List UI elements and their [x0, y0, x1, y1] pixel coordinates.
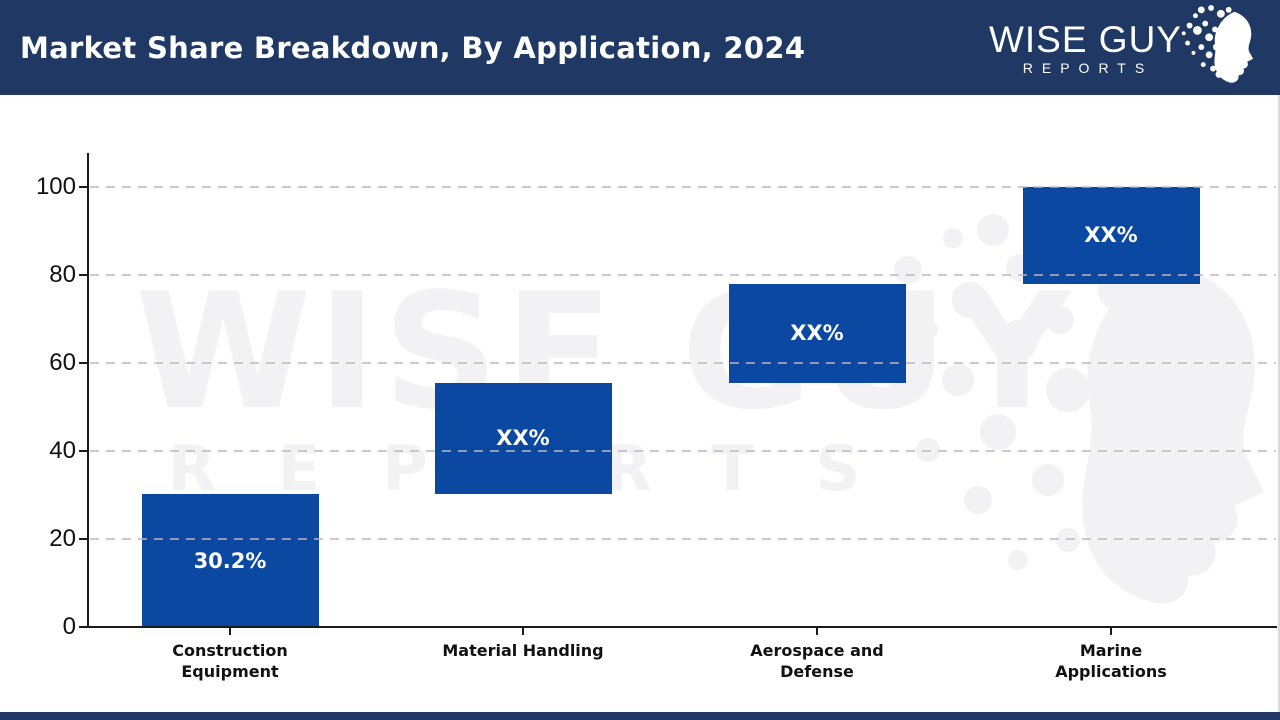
wiseguy-face-icon — [1181, 4, 1254, 83]
y-tick-label: 20 — [49, 525, 76, 552]
y-tick-mark — [79, 274, 87, 276]
bar-value-label: XX% — [496, 426, 550, 451]
y-tick-mark — [79, 450, 87, 452]
x-category-label-line: Equipment — [181, 662, 279, 681]
x-tick-mark — [816, 628, 818, 635]
y-tick-label: 80 — [49, 261, 76, 288]
grid-line-60 — [90, 362, 1276, 364]
x-category-label: Construction Equipment — [110, 640, 350, 682]
logo-reports-label: REPORTS — [1022, 59, 1154, 76]
x-tick-mark — [1110, 628, 1112, 635]
footer-bar — [0, 712, 1280, 720]
grid-line-40 — [90, 450, 1276, 452]
bar-3: XX% — [1022, 187, 1200, 284]
x-tick-mark — [522, 628, 524, 635]
y-tick-mark — [79, 626, 87, 628]
y-tick-label: 0 — [62, 613, 76, 640]
wiseguy-logo-text: WISE GUY REPORTS — [989, 21, 1182, 75]
logo-wiseguy-label: WISE GUY — [988, 18, 1182, 60]
x-category-label-line: Applications — [1055, 662, 1167, 681]
page-title: Market Share Breakdown, By Application, … — [20, 30, 806, 65]
header-bar: Market Share Breakdown, By Application, … — [0, 0, 1280, 95]
x-axis-line — [87, 626, 1277, 628]
x-category-label-line: Defense — [780, 662, 854, 681]
bar-value-label: 30.2% — [193, 548, 267, 573]
y-axis-line — [87, 153, 89, 628]
bar-0: 30.2% — [141, 494, 319, 627]
image-right-border — [1278, 95, 1280, 712]
y-tick-label: 60 — [49, 349, 76, 376]
x-category-label: Aerospace and Defense — [697, 640, 937, 682]
bar-1: XX% — [434, 382, 612, 495]
y-tick-mark — [79, 362, 87, 364]
x-tick-mark — [229, 628, 231, 635]
y-tick-mark — [79, 538, 87, 540]
x-category-label-line: Aerospace and — [750, 641, 884, 660]
wiseguy-logo: WISE GUY REPORTS — [989, 4, 1258, 92]
x-category-label: Material Handling — [403, 640, 643, 661]
bar-value-label: XX% — [790, 321, 844, 346]
y-tick-label: 100 — [35, 173, 76, 200]
y-tick-label: 40 — [49, 437, 76, 464]
x-category-label-line: Construction — [172, 641, 288, 660]
bar-2: XX% — [728, 283, 906, 383]
x-category-label-line: Marine — [1079, 641, 1143, 660]
bar-value-label: XX% — [1084, 223, 1138, 248]
x-category-label-line: Material Handling — [442, 641, 604, 660]
y-tick-mark — [79, 186, 87, 188]
x-category-label: Marine Applications — [991, 640, 1231, 682]
